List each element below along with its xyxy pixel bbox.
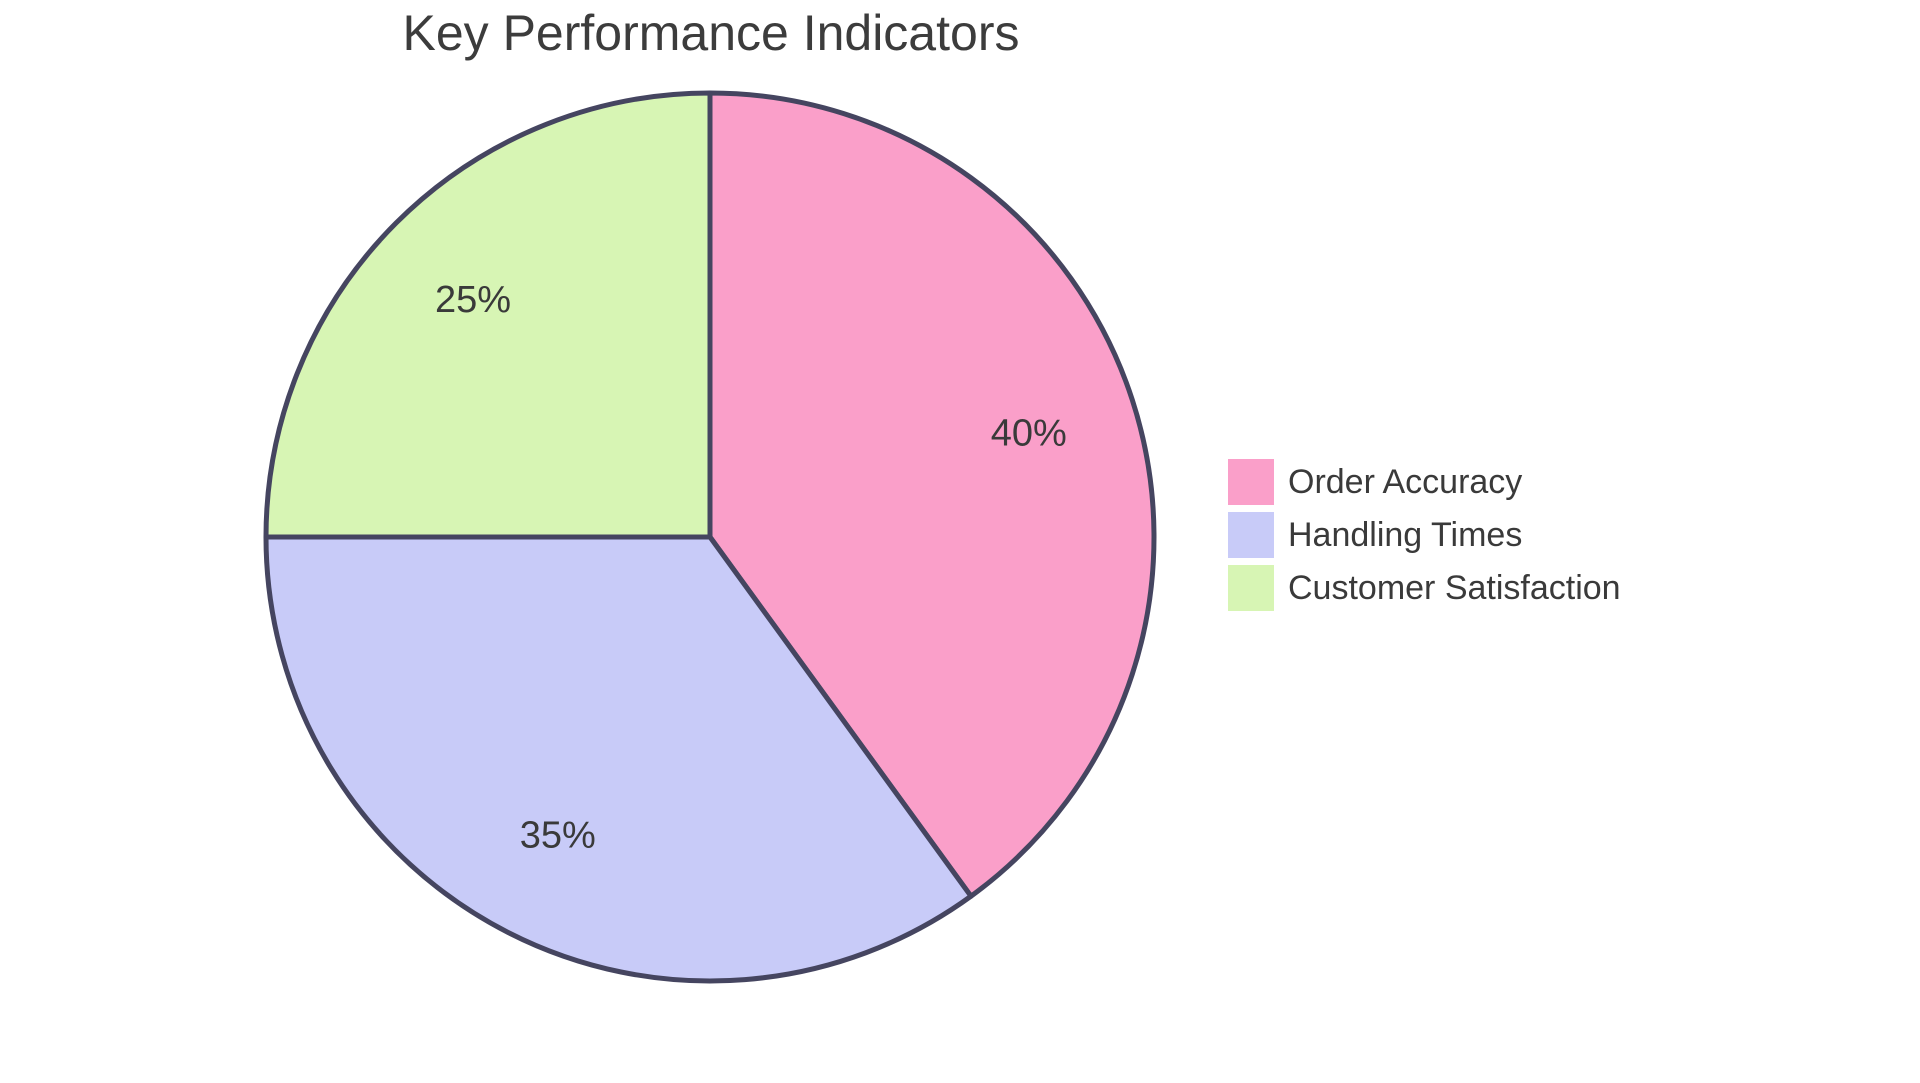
legend-label: Handling Times [1288,515,1523,554]
legend-swatch [1228,459,1274,505]
pie-slice-order-accuracy [707,90,1157,899]
pie-percent-label: 25% [435,279,511,321]
legend-label: Order Accuracy [1288,462,1523,501]
pie-percent-label: 40% [991,412,1067,454]
chart-title: Key Performance Indicators [402,5,1020,61]
legend-swatch [1228,512,1274,558]
pie-slice-customer-satisfaction [263,90,713,540]
legend-item: Customer Satisfaction [1228,565,1621,611]
legend-item: Order Accuracy [1228,459,1621,505]
pie-slice-handling-times [263,534,974,984]
pie-percent-label: 35% [520,815,596,857]
legend-label: Customer Satisfaction [1288,568,1621,607]
legend-item: Handling Times [1228,512,1621,558]
legend-swatch [1228,565,1274,611]
legend: Order Accuracy Handling Times Customer Sat… [1228,459,1621,618]
